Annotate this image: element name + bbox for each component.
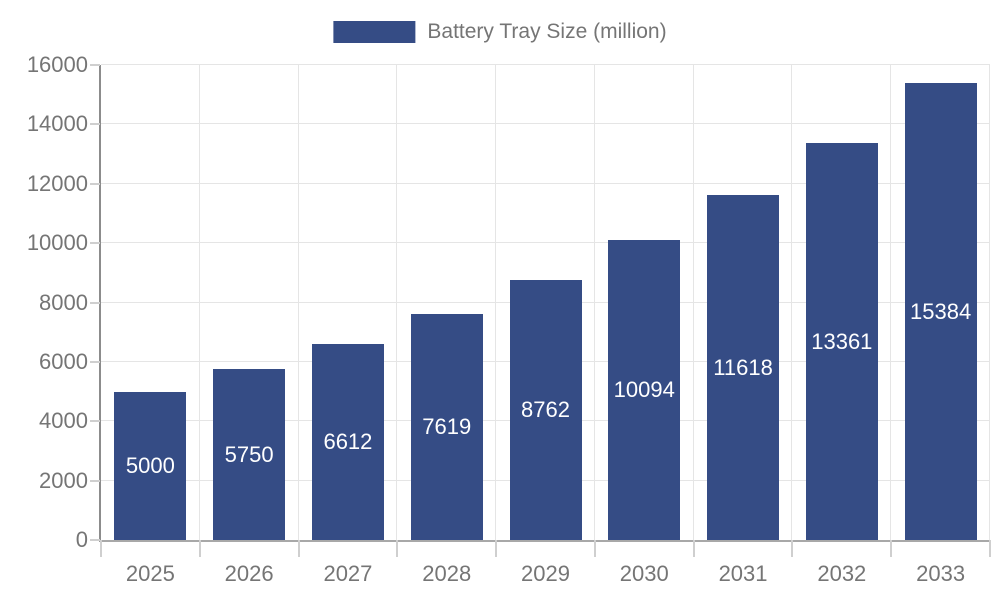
x-axis-tick	[593, 540, 596, 557]
y-tick-label: 2000	[39, 467, 88, 493]
y-axis-tick	[90, 182, 100, 185]
x-tick-label: 2032	[817, 561, 867, 586]
x-axis-tick	[495, 540, 498, 557]
y-tick-label: 6000	[39, 348, 88, 374]
y-axis-tick	[90, 360, 100, 363]
bar[interactable]: 8762	[509, 279, 582, 540]
y-axis-tick	[90, 420, 100, 423]
bar-value-label: 7619	[422, 413, 472, 439]
x-grid-line	[989, 65, 990, 540]
x-tick-label: 2030	[619, 561, 669, 586]
x-tick-label: 2027	[323, 561, 373, 586]
x-grid-line	[593, 65, 595, 540]
bar[interactable]: 11618	[707, 195, 780, 540]
x-tick-label: 2025	[125, 561, 175, 586]
x-grid-line	[396, 65, 398, 540]
y-tick-label: 12000	[26, 170, 88, 196]
legend-label: Battery Tray Size (million)	[427, 20, 667, 43]
x-grid-line	[692, 65, 694, 540]
x-tick-label: 2026	[224, 561, 274, 586]
bar[interactable]: 6612	[311, 343, 384, 540]
bar[interactable]: 13361	[805, 143, 878, 540]
plot-area: 5000 5750 6612 7619 8762 10094 11618 13361 15384	[99, 64, 990, 542]
y-grid-line	[101, 123, 990, 125]
y-axis-tick	[90, 479, 100, 482]
legend-swatch-icon	[333, 21, 416, 43]
bar-value-label: 13361	[811, 328, 873, 354]
bar-value-label: 10094	[613, 377, 675, 403]
x-axis-tick	[890, 540, 893, 557]
y-tick-label: 0	[75, 527, 88, 552]
bar[interactable]: 10094	[608, 240, 681, 540]
y-grid-line	[101, 242, 990, 244]
bar-value-label: 15384	[910, 298, 972, 324]
y-tick-label: 14000	[26, 111, 88, 137]
x-tick-label: 2029	[521, 561, 570, 586]
x-tick-label: 2028	[422, 561, 472, 586]
y-axis-tick	[90, 64, 100, 66]
y-axis-tick	[90, 539, 100, 541]
y-axis-tick	[90, 123, 100, 126]
x-tick-label: 2033	[916, 561, 966, 586]
x-axis-tick	[396, 540, 399, 557]
bar-value-label: 5750	[224, 441, 274, 467]
bar[interactable]: 15384	[904, 83, 977, 540]
x-axis-tick	[297, 540, 300, 557]
legend[interactable]: Battery Tray Size (million)	[333, 20, 667, 44]
bar[interactable]: 5000	[114, 391, 187, 540]
bar-value-label: 11618	[713, 354, 773, 380]
x-axis-tick	[692, 540, 695, 557]
x-grid-line	[297, 65, 299, 540]
bar-value-label: 6612	[323, 428, 373, 454]
y-axis-tick	[90, 242, 100, 245]
x-axis-tick	[198, 540, 201, 557]
x-grid-line	[890, 65, 892, 540]
x-tick-label: 2031	[718, 561, 768, 586]
x-grid-line	[198, 65, 200, 540]
bar[interactable]: 5750	[213, 369, 286, 540]
y-axis-tick	[90, 301, 100, 304]
x-axis-tick	[989, 540, 991, 557]
y-tick-label: 8000	[39, 289, 88, 315]
y-tick-label: 16000	[26, 52, 88, 77]
bar[interactable]: 7619	[410, 313, 483, 540]
bar-value-label: 8762	[521, 396, 570, 422]
x-axis-tick	[791, 540, 794, 557]
y-tick-label: 4000	[39, 408, 88, 434]
y-tick-label: 10000	[26, 230, 88, 256]
y-grid-line	[101, 182, 990, 184]
x-grid-line	[495, 65, 497, 540]
x-axis-tick	[100, 540, 102, 557]
x-grid-line	[791, 65, 793, 540]
y-grid-line	[101, 64, 990, 65]
bar-value-label: 5000	[125, 452, 175, 478]
